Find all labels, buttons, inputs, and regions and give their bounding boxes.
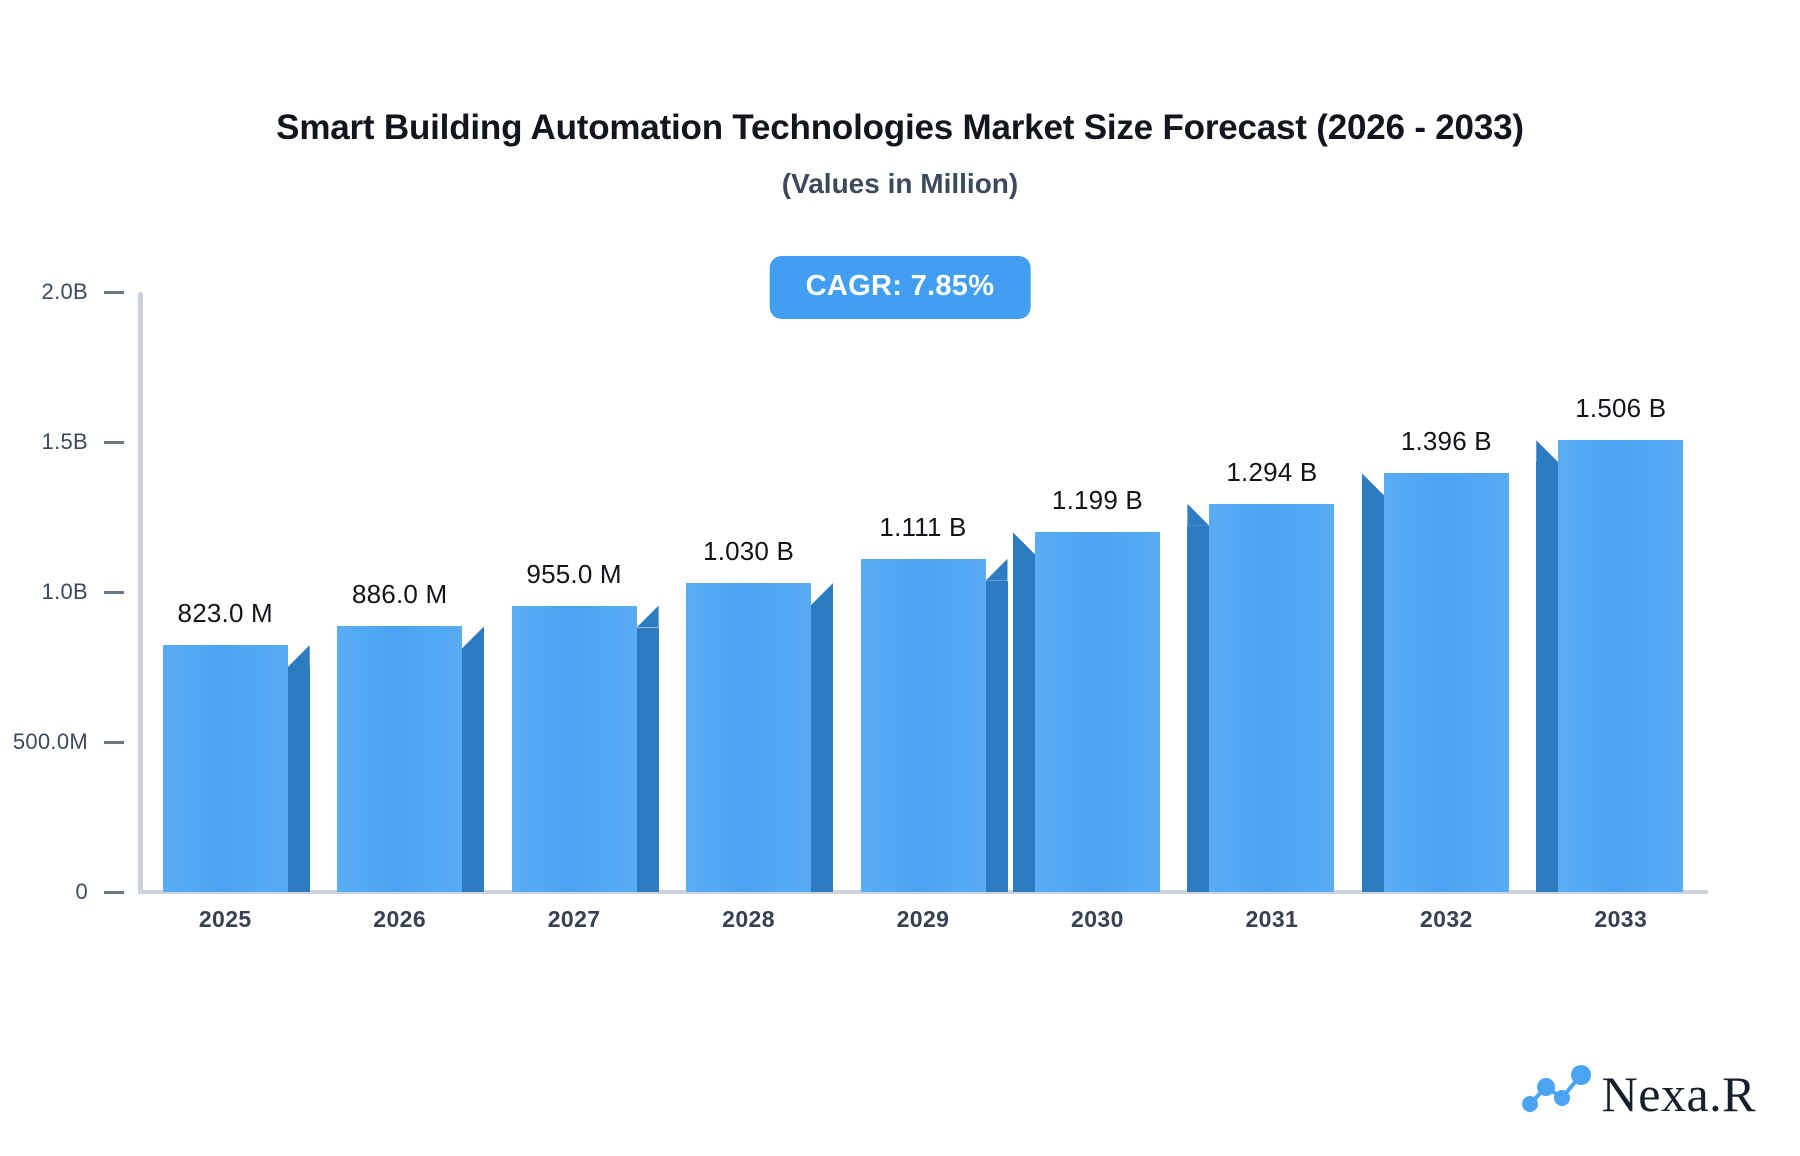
- x-axis-tick-label: 2031: [1245, 906, 1299, 932]
- bar-value-label: 1.396 B: [1400, 426, 1492, 457]
- bar-front-face: [1034, 532, 1160, 892]
- bar-front-face: [162, 645, 288, 892]
- bar-front-face: [1209, 503, 1335, 892]
- bar-side-face: [1536, 462, 1559, 892]
- y-axis-line: [138, 292, 143, 892]
- bar-group[interactable]: 955.0 M 2027: [511, 292, 659, 932]
- bar-group[interactable]: 1.396 B 2032: [1361, 292, 1509, 932]
- bar-front-face: [1383, 473, 1509, 892]
- bar-side-face: [462, 648, 485, 892]
- y-axis-tick-label: 2.0B: [41, 279, 88, 304]
- cagr-badge: CAGR: 7.85%: [769, 256, 1031, 319]
- brand-logo: Nexa.R: [1520, 1060, 1756, 1118]
- x-axis-tick-label: 2027: [547, 906, 601, 932]
- bar-group[interactable]: 1.199 B 2030: [1012, 292, 1160, 932]
- y-axis-tick: 1.0B: [42, 579, 138, 605]
- x-axis-tick-label: 2026: [373, 906, 427, 932]
- bar-front-face: [511, 605, 637, 892]
- y-axis-tick-label: 1.5B: [41, 429, 88, 454]
- x-axis-tick-label: 2025: [198, 906, 252, 932]
- bar-side-face: [287, 667, 310, 892]
- bar-side-face: [1361, 495, 1384, 892]
- bar[interactable]: [1012, 532, 1160, 892]
- bar-series: 823.0 M 2025 886.0 M 2026 955.0 M 2027 1.030 B…: [138, 292, 1708, 932]
- chart-subtitle: (Values in Million): [781, 168, 1019, 199]
- bar-group[interactable]: 1.111 B 2029: [860, 292, 1008, 932]
- bar-value-label: 1.506 B: [1575, 393, 1667, 424]
- bar-value-label: 823.0 M: [177, 598, 273, 629]
- y-axis-tick-mark: [104, 440, 124, 444]
- x-axis-line: [138, 890, 1708, 894]
- plot-area: 0 500.0M 1.0B 1.5B 2.0B 823.0 M 2025 886.0 M 20…: [13, 279, 1708, 932]
- bar-value-label: 1.199 B: [1051, 485, 1143, 516]
- bar-side-face: [811, 605, 834, 892]
- x-axis-tick-label: 2032: [1419, 906, 1473, 932]
- bar-top-face: [811, 583, 834, 605]
- x-axis-tick-label: 2029: [896, 906, 950, 932]
- bar-top-face: [636, 605, 659, 628]
- y-axis-tick: 500.0M: [13, 729, 138, 755]
- bar[interactable]: [860, 558, 1008, 892]
- bar-top-face: [1187, 503, 1210, 526]
- y-axis-tick: 1.5B: [42, 429, 138, 455]
- bar[interactable]: [686, 583, 834, 892]
- bar-top-face: [1536, 440, 1559, 463]
- x-axis-tick-label: 2030: [1071, 906, 1124, 932]
- bar-side-face: [636, 627, 659, 892]
- y-axis-tick-label: 500.0M: [12, 729, 88, 754]
- x-axis-tick-label: 2033: [1594, 906, 1648, 932]
- bar[interactable]: [337, 626, 485, 892]
- bar-top-face: [985, 558, 1008, 581]
- y-axis-tick-mark: [104, 590, 124, 594]
- bar-value-label: 1.111 B: [879, 511, 967, 542]
- bar-front-face: [860, 558, 986, 892]
- y-axis-tick-label: 0: [75, 879, 88, 904]
- bar-group[interactable]: 1.294 B 2031: [1187, 292, 1335, 932]
- bar-side-face: [1012, 554, 1035, 892]
- bar[interactable]: [1187, 503, 1335, 892]
- bar-front-face: [337, 626, 463, 892]
- bar[interactable]: [162, 645, 310, 892]
- bar-value-label: 1.294 B: [1226, 456, 1318, 487]
- y-axis-tick-mark: [104, 890, 124, 894]
- page-title: Smart Building Automation Technologies M…: [276, 108, 1524, 147]
- bar-group[interactable]: 1.506 B 2033: [1536, 292, 1684, 932]
- y-axis-tick: 2.0B: [42, 279, 138, 305]
- y-axis-tick-mark: [104, 740, 124, 744]
- bar[interactable]: [1536, 440, 1684, 892]
- y-axis-tick-label: 1.0B: [41, 579, 88, 604]
- bar[interactable]: [511, 605, 659, 892]
- bar-front-face: [1558, 440, 1684, 892]
- bar-group[interactable]: 1.030 B 2028: [686, 292, 834, 932]
- bar-value-label: 886.0 M: [351, 579, 448, 610]
- bar-side-face: [985, 580, 1008, 892]
- y-axis-tick: 0: [75, 879, 138, 905]
- bar-value-label: 955.0 M: [526, 558, 622, 589]
- bar[interactable]: [1361, 473, 1509, 892]
- bar-top-face: [1012, 532, 1035, 555]
- logo-wordmark: Nexa.R: [1601, 1065, 1756, 1122]
- bar-top-face: [287, 645, 310, 668]
- bar-group[interactable]: 886.0 M 2026: [337, 292, 485, 932]
- connected-dots-chart-icon: [1521, 1065, 1591, 1112]
- bar-top-face: [462, 626, 485, 649]
- bar-value-label: 1.030 B: [703, 536, 795, 566]
- bar-side-face: [1187, 525, 1210, 892]
- x-axis-tick-label: 2028: [722, 906, 775, 932]
- bar-group[interactable]: 823.0 M 2025: [162, 292, 310, 932]
- bar-front-face: [686, 583, 812, 892]
- y-axis-tick-mark: [104, 290, 124, 294]
- bar-top-face: [1361, 473, 1384, 496]
